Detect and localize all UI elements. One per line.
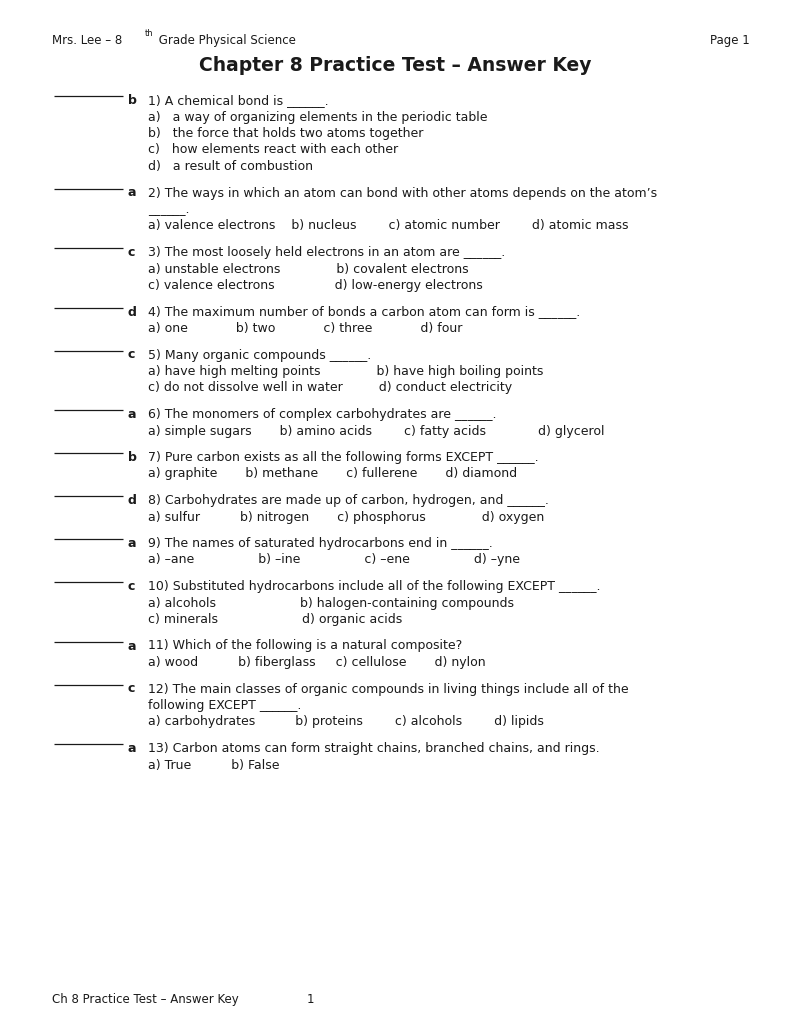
Text: d: d <box>128 305 137 318</box>
Text: 7) Pure carbon exists as all the following forms EXCEPT ______.: 7) Pure carbon exists as all the followi… <box>148 451 539 464</box>
Text: c: c <box>128 246 135 259</box>
Text: a) graphite       b) methane       c) fullerene       d) diamond: a) graphite b) methane c) fullerene d) d… <box>148 468 517 480</box>
Text: a) True          b) False: a) True b) False <box>148 759 279 771</box>
Text: a: a <box>128 186 137 200</box>
Text: 1) A chemical bond is ______.: 1) A chemical bond is ______. <box>148 94 328 106</box>
Text: Mrs. Lee – 8: Mrs. Lee – 8 <box>52 34 123 47</box>
Text: ______.: ______. <box>148 203 190 216</box>
Text: 8) Carbohydrates are made up of carbon, hydrogen, and ______.: 8) Carbohydrates are made up of carbon, … <box>148 494 549 507</box>
Text: 4) The maximum number of bonds a carbon atom can form is ______.: 4) The maximum number of bonds a carbon … <box>148 305 581 318</box>
Text: a) have high melting points              b) have high boiling points: a) have high melting points b) have high… <box>148 365 543 378</box>
Text: a) –ane                b) –ine                c) –ene                d) –yne: a) –ane b) –ine c) –ene d) –yne <box>148 554 520 566</box>
Text: a: a <box>128 742 137 755</box>
Text: 1: 1 <box>306 993 314 1006</box>
Text: Page 1: Page 1 <box>710 34 750 47</box>
Text: 5) Many organic compounds ______.: 5) Many organic compounds ______. <box>148 348 371 361</box>
Text: a) sulfur          b) nitrogen       c) phosphorus              d) oxygen: a) sulfur b) nitrogen c) phosphorus d) o… <box>148 511 544 523</box>
Text: 12) The main classes of organic compounds in living things include all of the: 12) The main classes of organic compound… <box>148 683 629 695</box>
Text: d: d <box>128 494 137 507</box>
Text: 11) Which of the following is a natural composite?: 11) Which of the following is a natural … <box>148 640 462 652</box>
Text: Chapter 8 Practice Test – Answer Key: Chapter 8 Practice Test – Answer Key <box>199 56 592 75</box>
Text: c) minerals                     d) organic acids: c) minerals d) organic acids <box>148 613 403 626</box>
Text: a: a <box>128 537 137 550</box>
Text: th: th <box>145 29 153 38</box>
Text: a) wood          b) fiberglass     c) cellulose       d) nylon: a) wood b) fiberglass c) cellulose d) ny… <box>148 656 486 669</box>
Text: 9) The names of saturated hydrocarbons end in ______.: 9) The names of saturated hydrocarbons e… <box>148 537 493 550</box>
Text: a) carbohydrates          b) proteins        c) alcohols        d) lipids: a) carbohydrates b) proteins c) alcohols… <box>148 716 544 728</box>
Text: c: c <box>128 348 135 361</box>
Text: a) unstable electrons              b) covalent electrons: a) unstable electrons b) covalent electr… <box>148 262 468 275</box>
Text: a: a <box>128 640 137 652</box>
Text: a)   a way of organizing elements in the periodic table: a) a way of organizing elements in the p… <box>148 111 487 124</box>
Text: 13) Carbon atoms can form straight chains, branched chains, and rings.: 13) Carbon atoms can form straight chain… <box>148 742 600 755</box>
Text: a) valence electrons    b) nucleus        c) atomic number        d) atomic mass: a) valence electrons b) nucleus c) atomi… <box>148 219 629 232</box>
Text: a) alcohols                     b) halogen-containing compounds: a) alcohols b) halogen-containing compou… <box>148 597 514 609</box>
Text: b: b <box>128 451 137 464</box>
Text: b)   the force that holds two atoms together: b) the force that holds two atoms togeth… <box>148 127 423 140</box>
Text: c: c <box>128 580 135 593</box>
Text: a) one            b) two            c) three            d) four: a) one b) two c) three d) four <box>148 322 463 335</box>
Text: b: b <box>128 94 137 106</box>
Text: 3) The most loosely held electrons in an atom are ______.: 3) The most loosely held electrons in an… <box>148 246 505 259</box>
Text: c) valence electrons               d) low-energy electrons: c) valence electrons d) low-energy elect… <box>148 279 483 292</box>
Text: c) do not dissolve well in water         d) conduct electricity: c) do not dissolve well in water d) cond… <box>148 382 512 394</box>
Text: 2) The ways in which an atom can bond with other atoms depends on the atom’s: 2) The ways in which an atom can bond wi… <box>148 186 657 200</box>
Text: 6) The monomers of complex carbohydrates are ______.: 6) The monomers of complex carbohydrates… <box>148 408 497 421</box>
Text: following EXCEPT ______.: following EXCEPT ______. <box>148 699 301 712</box>
Text: Ch 8 Practice Test – Answer Key: Ch 8 Practice Test – Answer Key <box>52 993 239 1006</box>
Text: c)   how elements react with each other: c) how elements react with each other <box>148 143 398 157</box>
Text: a: a <box>128 408 137 421</box>
Text: 10) Substituted hydrocarbons include all of the following EXCEPT ______.: 10) Substituted hydrocarbons include all… <box>148 580 600 593</box>
Text: a) simple sugars       b) amino acids        c) fatty acids             d) glyce: a) simple sugars b) amino acids c) fatty… <box>148 425 604 437</box>
Text: c: c <box>128 683 135 695</box>
Text: d)   a result of combustion: d) a result of combustion <box>148 160 313 173</box>
Text: Grade Physical Science: Grade Physical Science <box>155 34 296 47</box>
